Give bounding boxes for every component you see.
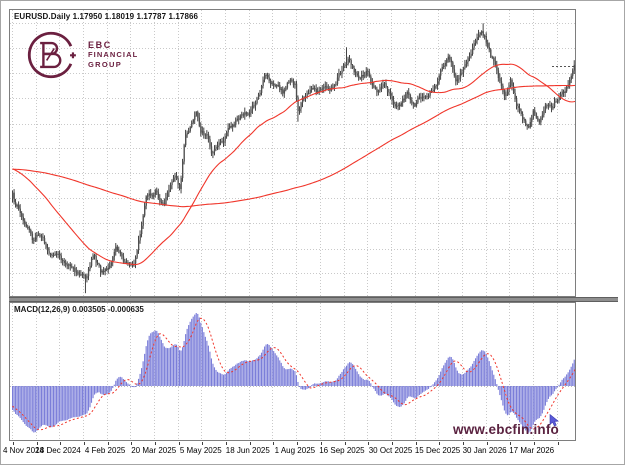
- price-chart-canvas[interactable]: [10, 10, 575, 296]
- price-chart-panel: EURUSD.Daily 1.17950 1.18019 1.17787 1.1…: [9, 9, 576, 297]
- cursor-arrow-icon: [549, 414, 559, 427]
- date-axis-label: 30 Jan 2026: [462, 446, 507, 455]
- macd-panel: MACD(12,26,9) 0.003505 -0.000635: [9, 302, 576, 441]
- date-axis-label: 4 Nov 2024: [3, 446, 44, 455]
- date-tick-marks: [9, 442, 618, 447]
- date-axis-label: 30 Oct 2025: [368, 446, 413, 455]
- date-axis-label: 4 Feb 2025: [84, 446, 126, 455]
- chart-title: EURUSD.Daily 1.17950 1.18019 1.17787 1.1…: [14, 12, 199, 21]
- date-axis-label: 18 Dec 2024: [35, 446, 81, 455]
- logo-line-1: EBC: [88, 40, 112, 50]
- logo-line-3: GROUP: [88, 60, 123, 69]
- date-axis-label: 17 Mar 2026: [509, 446, 555, 455]
- date-axis-label: 16 Sep 2025: [319, 446, 365, 455]
- ebc-logo-icon: [27, 31, 76, 79]
- date-axis-label: 20 Mar 2025: [131, 446, 177, 455]
- date-axis-label: 1 Aug 2025: [274, 446, 316, 455]
- ebc-logo: EBC FINANCIAL GROUP: [26, 30, 156, 86]
- price-axis[interactable]: 1.17866 1.208901.191401.173401.155901.13…: [577, 1, 624, 464]
- ebc-logo-text: EBC FINANCIAL GROUP: [88, 40, 138, 70]
- watermark-text: www.ebcfin.info: [453, 422, 559, 437]
- panel-separator[interactable]: [9, 297, 618, 302]
- date-axis-label: 15 Dec 2025: [414, 446, 461, 455]
- date-axis-label: 5 May 2025: [179, 446, 222, 455]
- date-axis-label: 18 Jun 2025: [225, 446, 270, 455]
- macd-indicator-label: MACD(12,26,9) 0.003505 -0.000635: [14, 305, 144, 314]
- date-axis[interactable]: 4 Nov 2024 18 Dec 2024 4 Feb 2025 20 Mar 20…: [1, 442, 624, 464]
- logo-line-2: FINANCIAL: [88, 50, 139, 59]
- macd-canvas[interactable]: [10, 303, 575, 440]
